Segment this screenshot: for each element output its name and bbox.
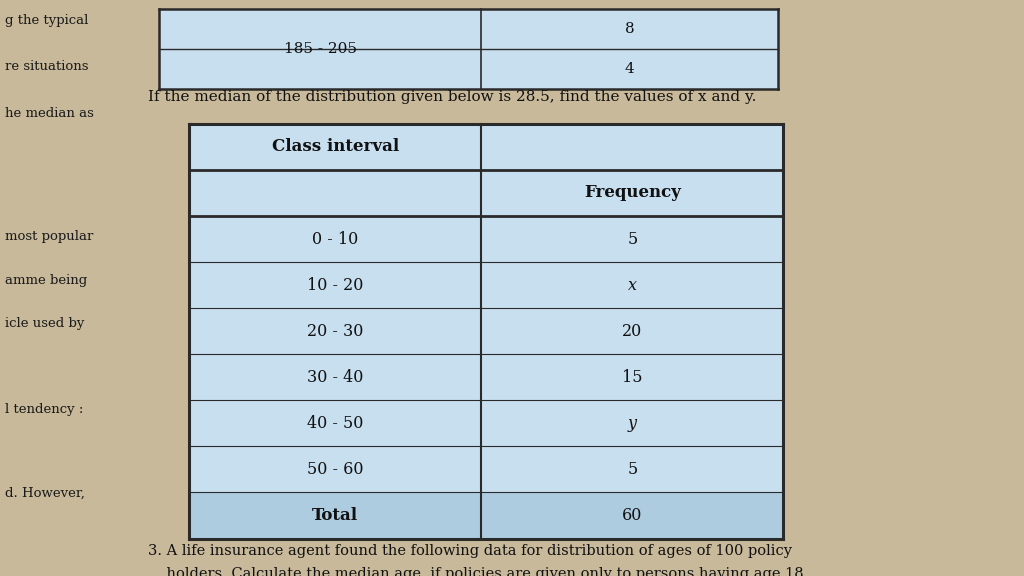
Text: 60: 60 <box>623 507 642 524</box>
Text: 5: 5 <box>627 230 638 248</box>
Text: y: y <box>628 415 637 432</box>
Text: icle used by: icle used by <box>5 317 85 330</box>
Text: Total: Total <box>312 507 358 524</box>
Text: 50 - 60: 50 - 60 <box>307 461 364 478</box>
Text: 185 - 205: 185 - 205 <box>284 42 356 56</box>
Text: d. However,: d. However, <box>5 487 85 500</box>
Text: 5: 5 <box>627 461 638 478</box>
Text: If the median of the distribution given below is 28.5, find the values of x and : If the median of the distribution given … <box>148 90 757 104</box>
Text: l tendency :: l tendency : <box>5 403 84 416</box>
Text: most popular: most popular <box>5 230 93 244</box>
Text: 20 - 30: 20 - 30 <box>307 323 364 340</box>
Text: holders. Calculate the median age, if policies are given only to persons having : holders. Calculate the median age, if po… <box>148 567 804 576</box>
Text: Frequency: Frequency <box>584 184 681 202</box>
Text: 15: 15 <box>622 369 643 386</box>
Text: x: x <box>628 276 637 294</box>
Text: 4: 4 <box>625 62 635 76</box>
Text: 3. A life insurance agent found the following data for distribution of ages of 1: 3. A life insurance agent found the foll… <box>148 544 793 558</box>
Text: 10 - 20: 10 - 20 <box>307 276 364 294</box>
Text: Class interval: Class interval <box>271 138 399 156</box>
Text: amme being: amme being <box>5 274 87 287</box>
Text: re situations: re situations <box>5 60 89 74</box>
Text: 20: 20 <box>623 323 642 340</box>
Text: 0 - 10: 0 - 10 <box>312 230 358 248</box>
Text: 40 - 50: 40 - 50 <box>307 415 364 432</box>
Text: 30 - 40: 30 - 40 <box>307 369 364 386</box>
Text: g the typical: g the typical <box>5 14 88 28</box>
Text: he median as: he median as <box>5 107 94 120</box>
Text: 8: 8 <box>625 22 635 36</box>
